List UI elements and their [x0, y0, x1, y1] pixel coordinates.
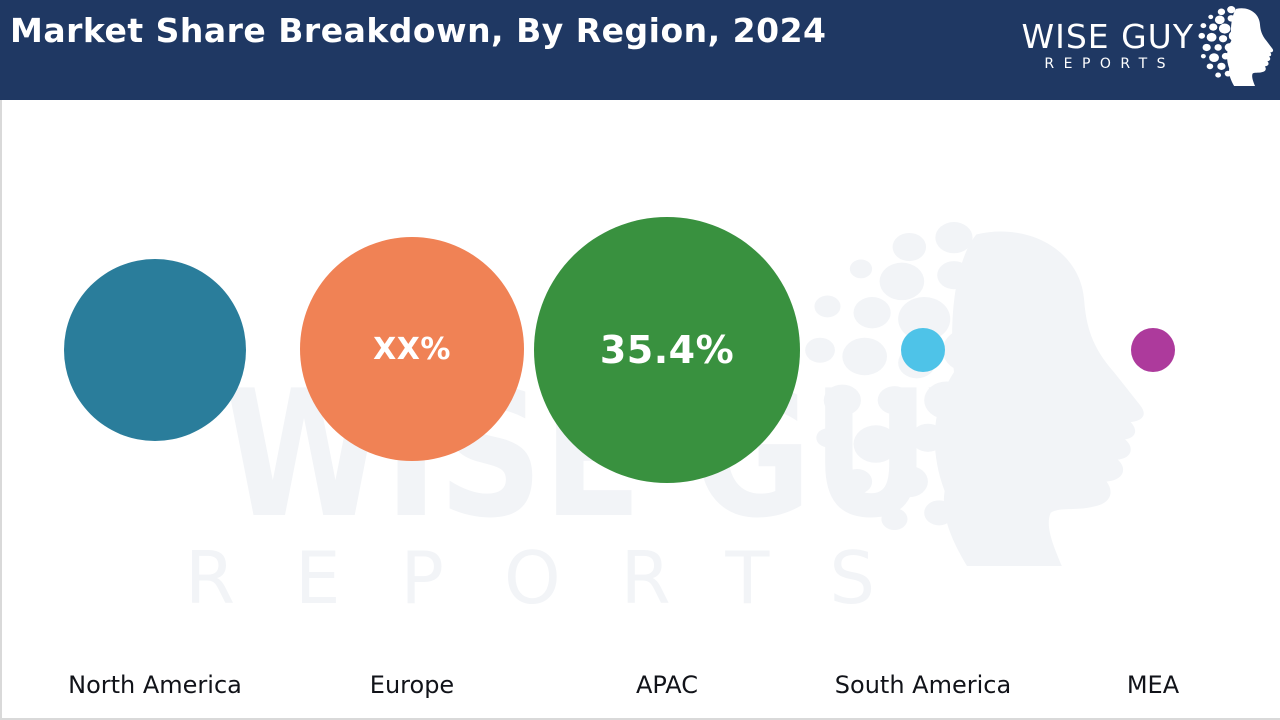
bubble-mea	[1131, 328, 1175, 372]
watermark-reports: REPORTS	[185, 536, 936, 620]
bubble-value-europe: XX%	[373, 331, 451, 367]
region-label-apac: APAC	[635, 671, 699, 699]
header-bar: Market Share Breakdown, By Region, 2024 …	[0, 0, 1280, 100]
logo-text: WISE GUY REPORTS	[1021, 20, 1194, 72]
wise-guy-logo: WISE GUY REPORTS	[1021, 6, 1278, 86]
head-silhouette-icon	[1198, 6, 1274, 86]
logo-wordmark: WISE GUY	[1021, 17, 1194, 57]
bubble-europe: XX%	[300, 237, 524, 461]
bubble-south-america	[901, 328, 945, 372]
bubble-value-apac: 35.4%	[599, 328, 735, 372]
region-label-north-america: North America	[68, 671, 242, 699]
page-title: Market Share Breakdown, By Region, 2024	[10, 11, 827, 50]
region-label-south-america: South America	[834, 671, 1012, 699]
bubble-apac: 35.4%	[534, 217, 800, 483]
region-label-europe: Europe	[369, 671, 455, 699]
bubble-north-america	[64, 259, 246, 441]
watermark-head-silhouette-icon	[805, 222, 1144, 566]
region-label-mea: MEA	[1126, 671, 1180, 699]
logo-subtitle: REPORTS	[1044, 55, 1176, 72]
bubble-chart: WISE GUY REPORTS North AmericaXX%Europe3…	[0, 100, 1280, 720]
